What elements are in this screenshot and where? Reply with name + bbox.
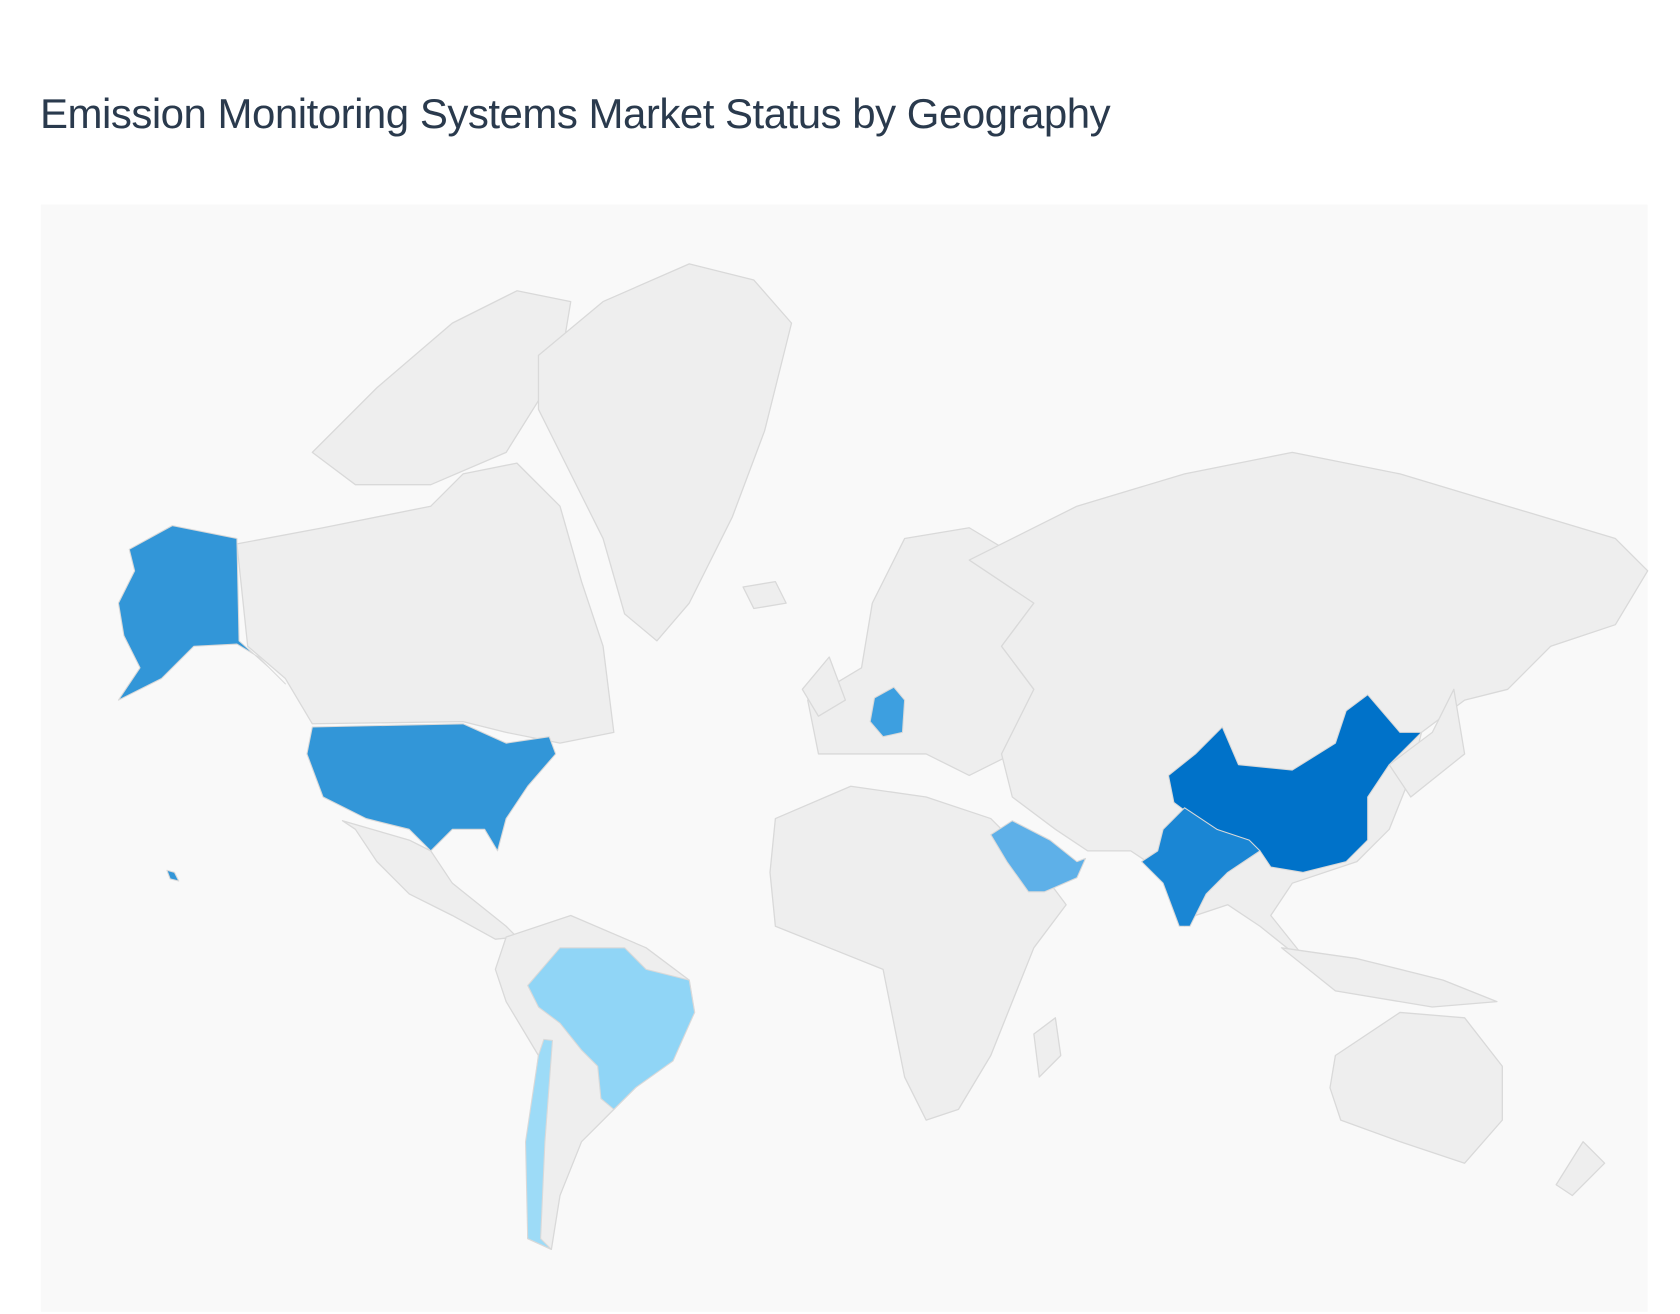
africa bbox=[769, 785, 1067, 1121]
country-india[interactable] bbox=[1141, 807, 1261, 927]
usa-contiguous[interactable] bbox=[306, 723, 557, 852]
uk bbox=[801, 656, 847, 717]
page-title: Emission Monitoring Systems Market Statu… bbox=[40, 90, 1111, 137]
canada bbox=[236, 462, 615, 744]
country-chile[interactable] bbox=[525, 1038, 553, 1250]
highlighted-countries bbox=[117, 525, 1423, 1250]
country-saudi-arabia[interactable] bbox=[990, 820, 1087, 893]
country-united-states[interactable] bbox=[117, 525, 557, 882]
japan bbox=[1388, 688, 1466, 798]
new-zealand bbox=[1555, 1141, 1606, 1197]
indonesia bbox=[1280, 947, 1498, 1008]
madagascar bbox=[1033, 1017, 1062, 1078]
iceland bbox=[742, 580, 787, 610]
country-brazil[interactable] bbox=[527, 947, 696, 1110]
asia bbox=[968, 451, 1649, 970]
usa-hawaii[interactable] bbox=[166, 869, 180, 882]
australia bbox=[1329, 1011, 1503, 1164]
greenland bbox=[537, 263, 793, 642]
country-germany[interactable] bbox=[869, 686, 906, 738]
usa-alaska[interactable] bbox=[117, 525, 286, 701]
